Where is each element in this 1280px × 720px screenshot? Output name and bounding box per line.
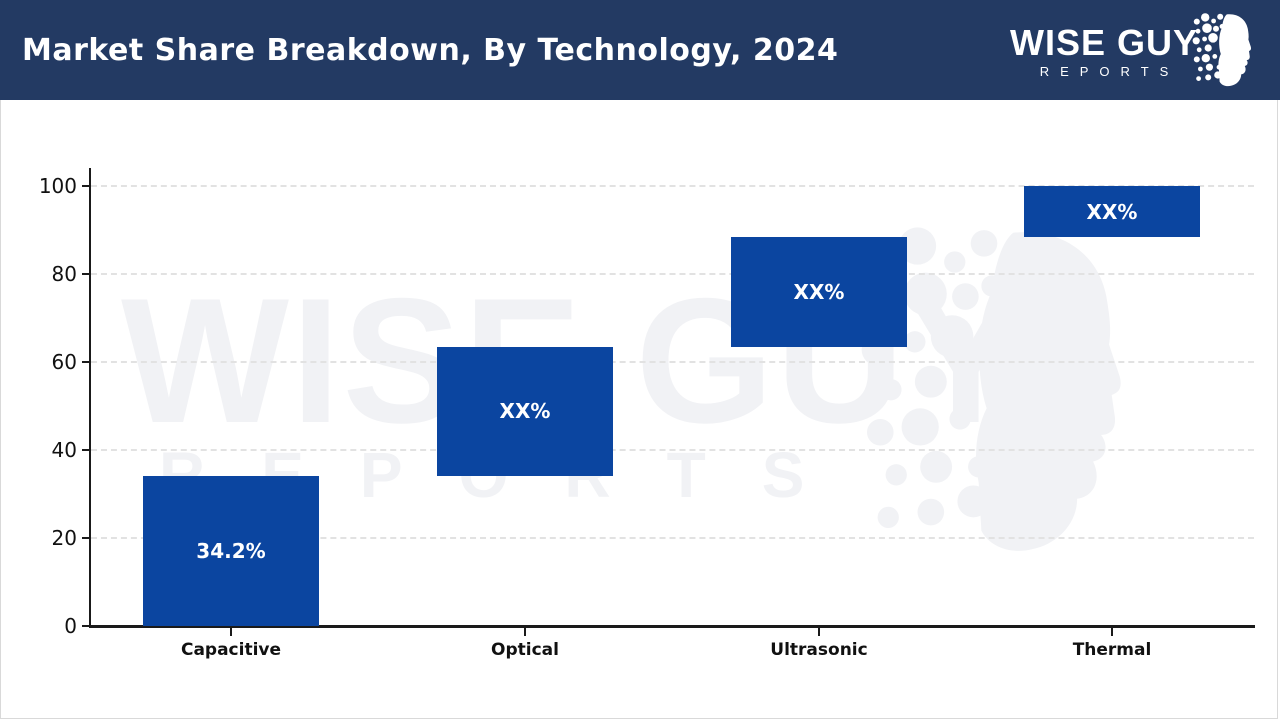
bar-value-label: XX% xyxy=(499,399,551,424)
y-tick-label: 80 xyxy=(51,262,77,286)
y-tick-label: 0 xyxy=(64,614,77,638)
bar-value-label: XX% xyxy=(793,280,845,305)
plot-background: WISE GUY REPORTS 02040608010034.2%Capaci… xyxy=(0,100,1278,719)
x-tick-label: Thermal xyxy=(1072,640,1152,660)
x-axis-tick xyxy=(818,628,820,636)
bar-value-label: XX% xyxy=(1086,199,1138,224)
x-axis-line xyxy=(89,625,1255,628)
gridline xyxy=(91,449,1254,451)
x-axis-tick xyxy=(524,628,526,636)
header: Market Share Breakdown, By Technology, 2… xyxy=(0,0,1280,100)
logo-secondary-text: REPORTS xyxy=(1039,63,1180,79)
gridline xyxy=(91,361,1254,363)
y-tick-label: 100 xyxy=(38,174,77,198)
y-axis-tick xyxy=(82,185,90,187)
logo-primary-text: WISE GUY xyxy=(1010,21,1199,63)
y-axis-tick xyxy=(82,625,90,627)
page-title: Market Share Breakdown, By Technology, 2… xyxy=(22,32,839,68)
x-tick-label: Ultrasonic xyxy=(770,640,868,660)
y-axis-tick xyxy=(82,361,90,363)
x-axis-tick xyxy=(230,628,232,636)
x-tick-label: Capacitive xyxy=(180,640,282,660)
gridline xyxy=(91,185,1254,187)
gridline xyxy=(91,537,1254,539)
y-tick-label: 20 xyxy=(51,526,77,550)
y-tick-label: 40 xyxy=(51,438,77,462)
x-tick-label: Optical xyxy=(491,640,559,660)
x-axis-tick xyxy=(1111,628,1113,636)
y-tick-label: 60 xyxy=(51,350,77,374)
bar-ultrasonic: XX% xyxy=(731,237,907,347)
bar-optical: XX% xyxy=(437,346,613,476)
wise-guy-logo: WISE GUY REPORTS xyxy=(1010,10,1272,92)
bar-capacitive: 34.2% xyxy=(143,475,319,626)
bar-thermal: XX% xyxy=(1024,186,1200,238)
logo-text: WISE GUY REPORTS xyxy=(1010,21,1199,79)
bar-value-label: 34.2% xyxy=(196,538,266,563)
y-axis-tick xyxy=(82,449,90,451)
y-axis-tick xyxy=(82,537,90,539)
y-axis-line xyxy=(89,168,91,627)
y-axis-tick xyxy=(82,273,90,275)
gridline xyxy=(91,273,1254,275)
